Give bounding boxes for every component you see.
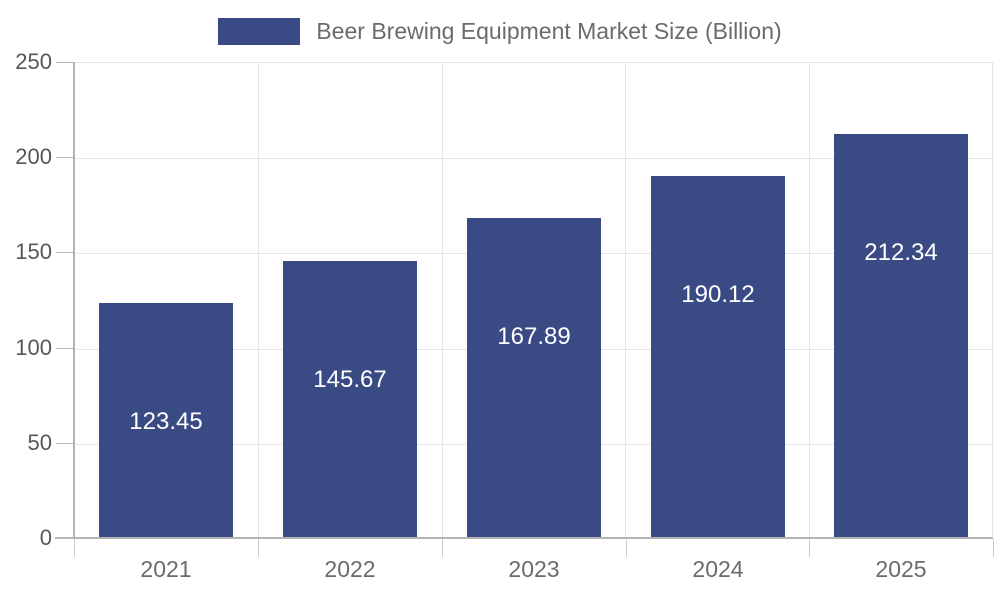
x-tick-mark-3: [626, 539, 627, 557]
y-tick-mark-100: [56, 348, 74, 349]
y-axis-label-200: 200: [15, 144, 52, 169]
gridline-vertical-1: [257, 63, 259, 538]
bar-2021[interactable]: 123.45: [99, 303, 233, 538]
bar-value-label: 212.34: [864, 238, 938, 266]
legend-item-label: Beer Brewing Equipment Market Size (Bill…: [316, 17, 782, 44]
bar-value-label: 167.89: [497, 323, 571, 351]
x-tick-mark-2: [442, 539, 443, 557]
y-axis-label-150: 150: [15, 239, 52, 264]
x-axis-label-2023: 2023: [508, 556, 560, 582]
legend-item-market-size[interactable]: Beer Brewing Equipment Market Size (Bill…: [218, 17, 782, 45]
bar-value-label: 190.12: [681, 281, 755, 309]
y-axis-label-100: 100: [15, 335, 52, 360]
bar-value-label: 145.67: [313, 365, 387, 393]
y-axis-line: [73, 62, 75, 539]
y-axis-label-50: 50: [27, 430, 52, 455]
bar-2023[interactable]: 167.89: [467, 218, 601, 538]
y-tick-mark-0: [56, 538, 74, 539]
gridline-horizontal-200: [74, 158, 992, 160]
y-axis-label-0: 0: [39, 525, 52, 550]
x-tick-mark-0: [74, 539, 75, 557]
y-tick-mark-250: [56, 62, 74, 63]
gridline-vertical-2: [441, 63, 443, 538]
chart-legend: Beer Brewing Equipment Market Size (Bill…: [0, 0, 1000, 62]
bar-2025[interactable]: 212.34: [834, 133, 968, 538]
x-axis-label-2024: 2024: [692, 556, 744, 582]
plot-area: 123.45 145.67 167.89 190.12 212.34: [74, 62, 993, 539]
x-axis-label-2021: 2021: [140, 556, 192, 582]
gridline-vertical-4: [809, 63, 811, 538]
x-tick-mark-4: [809, 539, 810, 557]
y-axis-label-250: 250: [15, 49, 52, 74]
x-axis-label-2025: 2025: [875, 556, 927, 582]
x-axis-label-2022: 2022: [324, 556, 376, 582]
y-tick-mark-150: [56, 252, 74, 253]
y-tick-mark-200: [56, 157, 74, 158]
y-tick-mark-50: [56, 443, 74, 444]
x-axis-line: [55, 537, 993, 539]
bar-2024[interactable]: 190.12: [651, 176, 785, 538]
x-tick-mark-1: [258, 539, 259, 557]
gridline-vertical-3: [625, 63, 627, 538]
x-tick-mark-5: [993, 539, 994, 557]
bar-value-label: 123.45: [129, 408, 203, 435]
bar-2022[interactable]: 145.67: [283, 260, 417, 538]
legend-color-swatch-icon: [218, 17, 301, 45]
